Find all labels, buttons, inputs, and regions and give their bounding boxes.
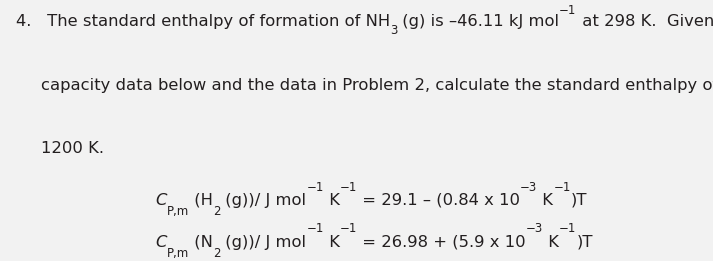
Text: (g))/ J mol: (g))/ J mol xyxy=(220,235,307,250)
Text: 4.   The standard enthalpy of formation of NH: 4. The standard enthalpy of formation of… xyxy=(16,14,390,29)
Text: 3: 3 xyxy=(390,24,397,37)
Text: K: K xyxy=(543,235,559,250)
Text: P,m: P,m xyxy=(167,205,189,218)
Text: capacity data below and the data in Problem 2, calculate the standard enthalpy o: capacity data below and the data in Prob… xyxy=(41,78,713,93)
Text: K: K xyxy=(324,235,340,250)
Text: −1: −1 xyxy=(553,181,571,193)
Text: = 26.98 + (5.9 x 10: = 26.98 + (5.9 x 10 xyxy=(357,235,525,250)
Text: )T: )T xyxy=(571,193,588,208)
Text: −1: −1 xyxy=(559,222,576,235)
Text: )T: )T xyxy=(576,235,593,250)
Text: −1: −1 xyxy=(340,181,357,193)
Text: (H: (H xyxy=(189,193,213,208)
Text: −3: −3 xyxy=(525,222,543,235)
Text: (N: (N xyxy=(189,235,213,250)
Text: 2: 2 xyxy=(213,205,220,218)
Text: K: K xyxy=(538,193,553,208)
Text: −1: −1 xyxy=(559,4,577,17)
Text: 2: 2 xyxy=(213,247,220,260)
Text: −3: −3 xyxy=(520,181,538,193)
Text: K: K xyxy=(324,193,340,208)
Text: −1: −1 xyxy=(340,222,357,235)
Text: (g))/ J mol: (g))/ J mol xyxy=(220,193,307,208)
Text: (g) is –46.11 kJ mol: (g) is –46.11 kJ mol xyxy=(397,14,559,29)
Text: 1200 K.: 1200 K. xyxy=(41,141,104,156)
Text: −1: −1 xyxy=(307,222,324,235)
Text: at 298 K.  Given the heat: at 298 K. Given the heat xyxy=(577,14,713,29)
Text: = 29.1 – (0.84 x 10: = 29.1 – (0.84 x 10 xyxy=(357,193,520,208)
Text: −1: −1 xyxy=(307,181,324,193)
Text: C: C xyxy=(155,193,167,208)
Text: P,m: P,m xyxy=(167,247,189,260)
Text: C: C xyxy=(155,235,167,250)
